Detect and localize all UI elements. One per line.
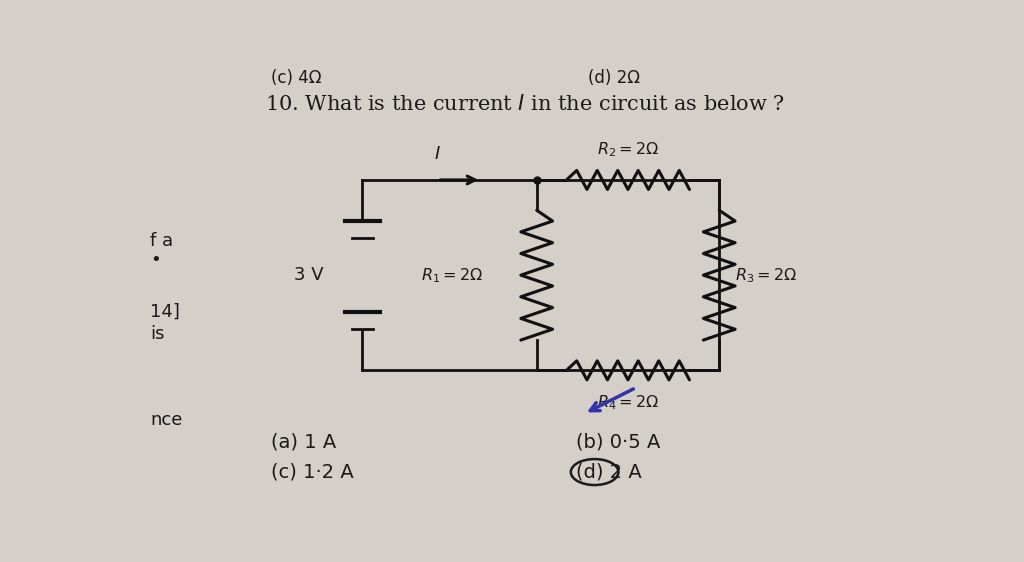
Text: is: is [151,325,165,343]
Text: (b) 0·5 A: (b) 0·5 A [577,432,660,451]
Text: (d) 2 A: (d) 2 A [577,463,642,482]
Text: 3 V: 3 V [294,266,324,284]
Text: $I$: $I$ [434,145,441,163]
Text: $R_4 = 2\Omega$: $R_4 = 2\Omega$ [597,393,659,412]
Text: nce: nce [151,411,182,429]
Text: 10. What is the current $I$ in the circuit as below ?: 10. What is the current $I$ in the circu… [265,94,784,114]
Text: (c) 1·2 A: (c) 1·2 A [270,463,353,482]
Text: (a) 1 A: (a) 1 A [270,432,336,451]
Text: (c) 4Ω: (c) 4Ω [270,69,322,87]
Text: 14]: 14] [151,303,180,321]
Text: (d) 2Ω: (d) 2Ω [588,69,640,87]
Text: $R_2 = 2\Omega$: $R_2 = 2\Omega$ [597,140,659,159]
Text: $R_3 = 2\Omega$: $R_3 = 2\Omega$ [735,266,798,284]
Text: f a: f a [151,232,173,250]
Text: $R_1 = 2\Omega$: $R_1 = 2\Omega$ [421,266,482,284]
Text: •: • [151,251,161,269]
